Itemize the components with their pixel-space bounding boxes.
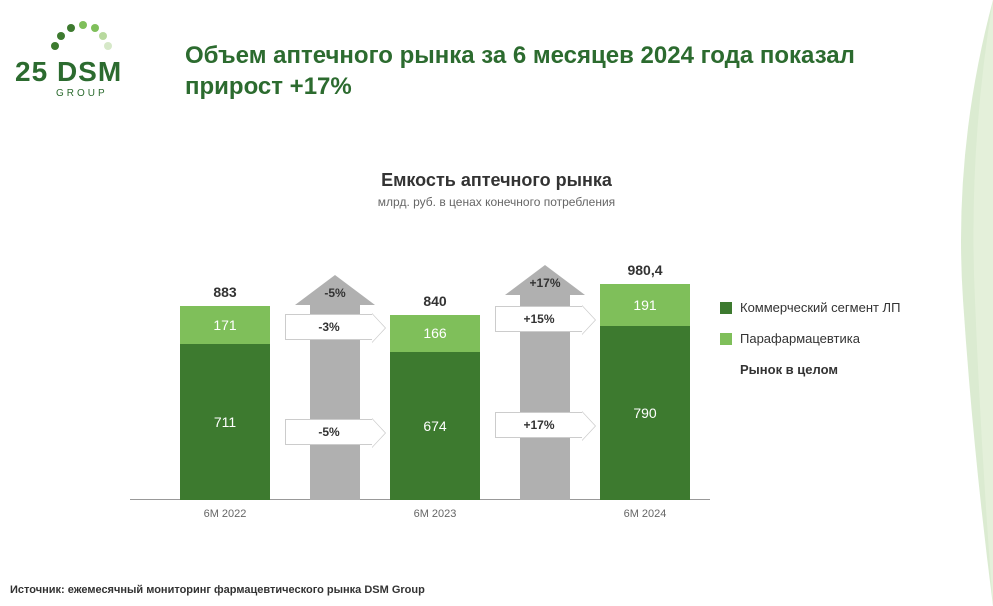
bar-total-label: 883 (180, 284, 270, 300)
chart-subtitle: млрд. руб. в ценах конечного потребления (0, 195, 993, 209)
page-title: Объем аптечного рынка за 6 месяцев 2024 … (185, 40, 885, 102)
category-label: 6М 2024 (600, 508, 690, 520)
legend-swatch (720, 333, 732, 345)
bar-segment: 711 (180, 344, 270, 500)
legend-item: Парафармацевтика (720, 331, 900, 346)
category-label: 6М 2023 (390, 508, 480, 520)
leaf-decoration-icon (933, 0, 993, 606)
logo-name: DSM (57, 56, 122, 87)
category-label: 6М 2022 (180, 508, 270, 520)
bar-total-label: 840 (390, 293, 480, 309)
legend-item: Коммерческий сегмент ЛП (720, 300, 900, 315)
segment-growth-arrow: -5% (285, 419, 373, 445)
logo-subtext: GROUP (56, 88, 108, 99)
chart-title: Емкость аптечного рынка (0, 170, 993, 191)
legend-label: Коммерческий сегмент ЛП (740, 300, 900, 315)
arrow-pct-label: +17% (520, 276, 570, 290)
bar-total-label: 980,4 (600, 262, 690, 278)
source-footer: Источник: ежемесячный мониторинг фармаце… (10, 584, 425, 596)
chart-area: -5% +17% 711171 883 6М 2022 674166 840 6М 2023 7… (130, 230, 730, 520)
logo: 25 DSM GROUP (10, 18, 140, 98)
logo-dots-icon (45, 18, 115, 56)
bar-segment: 790 (600, 326, 690, 500)
legend-swatch (720, 302, 732, 314)
bar-segment: 191 (600, 284, 690, 326)
arrow-pct-label: -5% (310, 286, 360, 300)
bar-segment: 171 (180, 306, 270, 344)
bar-segment: 166 (390, 315, 480, 352)
segment-growth-arrow: +15% (495, 306, 583, 332)
legend-label: Парафармацевтика (740, 331, 860, 346)
legend-total-label: Рынок в целом (740, 362, 900, 377)
chart-legend: Коммерческий сегмент ЛП Парафармацевтика… (720, 300, 900, 377)
segment-growth-arrow: +17% (495, 412, 583, 438)
logo-text: 25 DSM (15, 56, 122, 88)
bar-segment: 674 (390, 352, 480, 500)
logo-num: 25 (15, 56, 48, 87)
segment-growth-arrow: -3% (285, 314, 373, 340)
